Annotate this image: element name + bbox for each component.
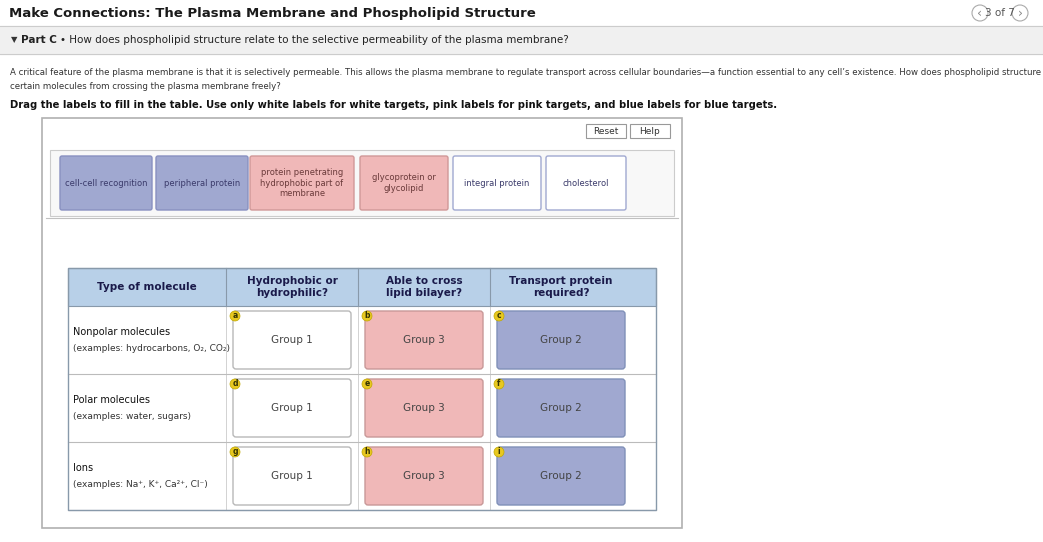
Text: Group 1: Group 1 [271, 335, 313, 345]
Text: Able to cross
lipid bilayer?: Able to cross lipid bilayer? [386, 276, 462, 298]
Text: c: c [496, 312, 502, 320]
Text: ›: › [1018, 7, 1022, 20]
Bar [0, 0, 1043, 26]
Bar [68, 268, 656, 306]
FancyBboxPatch shape [250, 156, 354, 210]
Text: 3 of 7: 3 of 7 [985, 8, 1015, 18]
Text: protein penetrating
hydrophobic part of
membrane: protein penetrating hydrophobic part of … [261, 168, 343, 198]
FancyBboxPatch shape [545, 156, 626, 210]
Text: Reset: Reset [593, 126, 618, 136]
FancyBboxPatch shape [498, 447, 625, 505]
Text: Group 2: Group 2 [540, 403, 582, 413]
Text: a: a [233, 312, 238, 320]
Text: Make Connections: The Plasma Membrane and Phospholipid Structure: Make Connections: The Plasma Membrane an… [9, 7, 536, 20]
Text: Drag the labels to fill in the table. Use only white labels for white targets, p: Drag the labels to fill in the table. Us… [10, 100, 777, 110]
Text: Hydrophobic or
hydrophilic?: Hydrophobic or hydrophilic? [246, 276, 338, 298]
Text: certain molecules from crossing the plasma membrane freely?: certain molecules from crossing the plas… [10, 82, 281, 91]
Text: b: b [364, 312, 370, 320]
Circle shape [362, 379, 372, 389]
FancyBboxPatch shape [233, 447, 351, 505]
Bar [586, 124, 626, 138]
Text: Group 2: Group 2 [540, 335, 582, 345]
FancyBboxPatch shape [498, 379, 625, 437]
Circle shape [362, 311, 372, 321]
Text: Part C: Part C [21, 35, 57, 45]
Text: cholesterol: cholesterol [563, 178, 609, 188]
Circle shape [494, 447, 504, 457]
Text: h: h [364, 448, 370, 456]
Circle shape [231, 447, 240, 457]
Text: peripheral protein: peripheral protein [164, 178, 240, 188]
FancyBboxPatch shape [453, 156, 541, 210]
FancyBboxPatch shape [156, 156, 248, 210]
Text: integral protein: integral protein [464, 178, 530, 188]
FancyBboxPatch shape [365, 447, 483, 505]
Bar [68, 442, 656, 510]
Text: Group 1: Group 1 [271, 403, 313, 413]
Text: Group 3: Group 3 [404, 471, 445, 481]
Circle shape [362, 447, 372, 457]
Text: Group 3: Group 3 [404, 335, 445, 345]
Text: i: i [498, 448, 501, 456]
Bar [68, 306, 656, 374]
Bar [0, 26, 1043, 54]
Text: Group 3: Group 3 [404, 403, 445, 413]
Text: Type of molecule: Type of molecule [97, 282, 197, 292]
Circle shape [231, 311, 240, 321]
Text: glycoprotein or
glycolipid: glycoprotein or glycolipid [372, 173, 436, 193]
Text: (examples: hydrocarbons, O₂, CO₂): (examples: hydrocarbons, O₂, CO₂) [73, 344, 231, 353]
Text: Nonpolar molecules: Nonpolar molecules [73, 327, 170, 337]
Bar [42, 118, 682, 528]
Text: (examples: Na⁺, K⁺, Ca²⁺, Cl⁻): (examples: Na⁺, K⁺, Ca²⁺, Cl⁻) [73, 480, 208, 489]
Text: g: g [233, 448, 238, 456]
Circle shape [231, 379, 240, 389]
FancyBboxPatch shape [233, 379, 351, 437]
Text: • How does phospholipid structure relate to the selective permeability of the pl: • How does phospholipid structure relate… [60, 35, 568, 45]
Bar [68, 268, 656, 510]
FancyBboxPatch shape [360, 156, 448, 210]
Text: A critical feature of the plasma membrane is that it is selectively permeable. T: A critical feature of the plasma membran… [10, 68, 1043, 77]
Circle shape [1012, 5, 1028, 21]
Text: cell-cell recognition: cell-cell recognition [65, 178, 147, 188]
Text: Group 2: Group 2 [540, 471, 582, 481]
FancyBboxPatch shape [498, 311, 625, 369]
FancyBboxPatch shape [365, 379, 483, 437]
Text: Ions: Ions [73, 463, 93, 473]
Text: Group 1: Group 1 [271, 471, 313, 481]
Bar [50, 150, 674, 216]
FancyBboxPatch shape [60, 156, 152, 210]
Text: f: f [498, 379, 501, 389]
Text: Polar molecules: Polar molecules [73, 395, 150, 405]
Text: d: d [233, 379, 238, 389]
Text: ▼: ▼ [11, 35, 18, 44]
FancyBboxPatch shape [365, 311, 483, 369]
Text: Help: Help [639, 126, 660, 136]
Circle shape [972, 5, 988, 21]
Text: ‹: ‹ [977, 7, 983, 20]
FancyBboxPatch shape [233, 311, 351, 369]
Circle shape [494, 379, 504, 389]
Bar [68, 374, 656, 442]
Bar [630, 124, 670, 138]
Text: Transport protein
required?: Transport protein required? [509, 276, 612, 298]
Circle shape [494, 311, 504, 321]
Text: (examples: water, sugars): (examples: water, sugars) [73, 412, 191, 421]
Text: e: e [364, 379, 369, 389]
